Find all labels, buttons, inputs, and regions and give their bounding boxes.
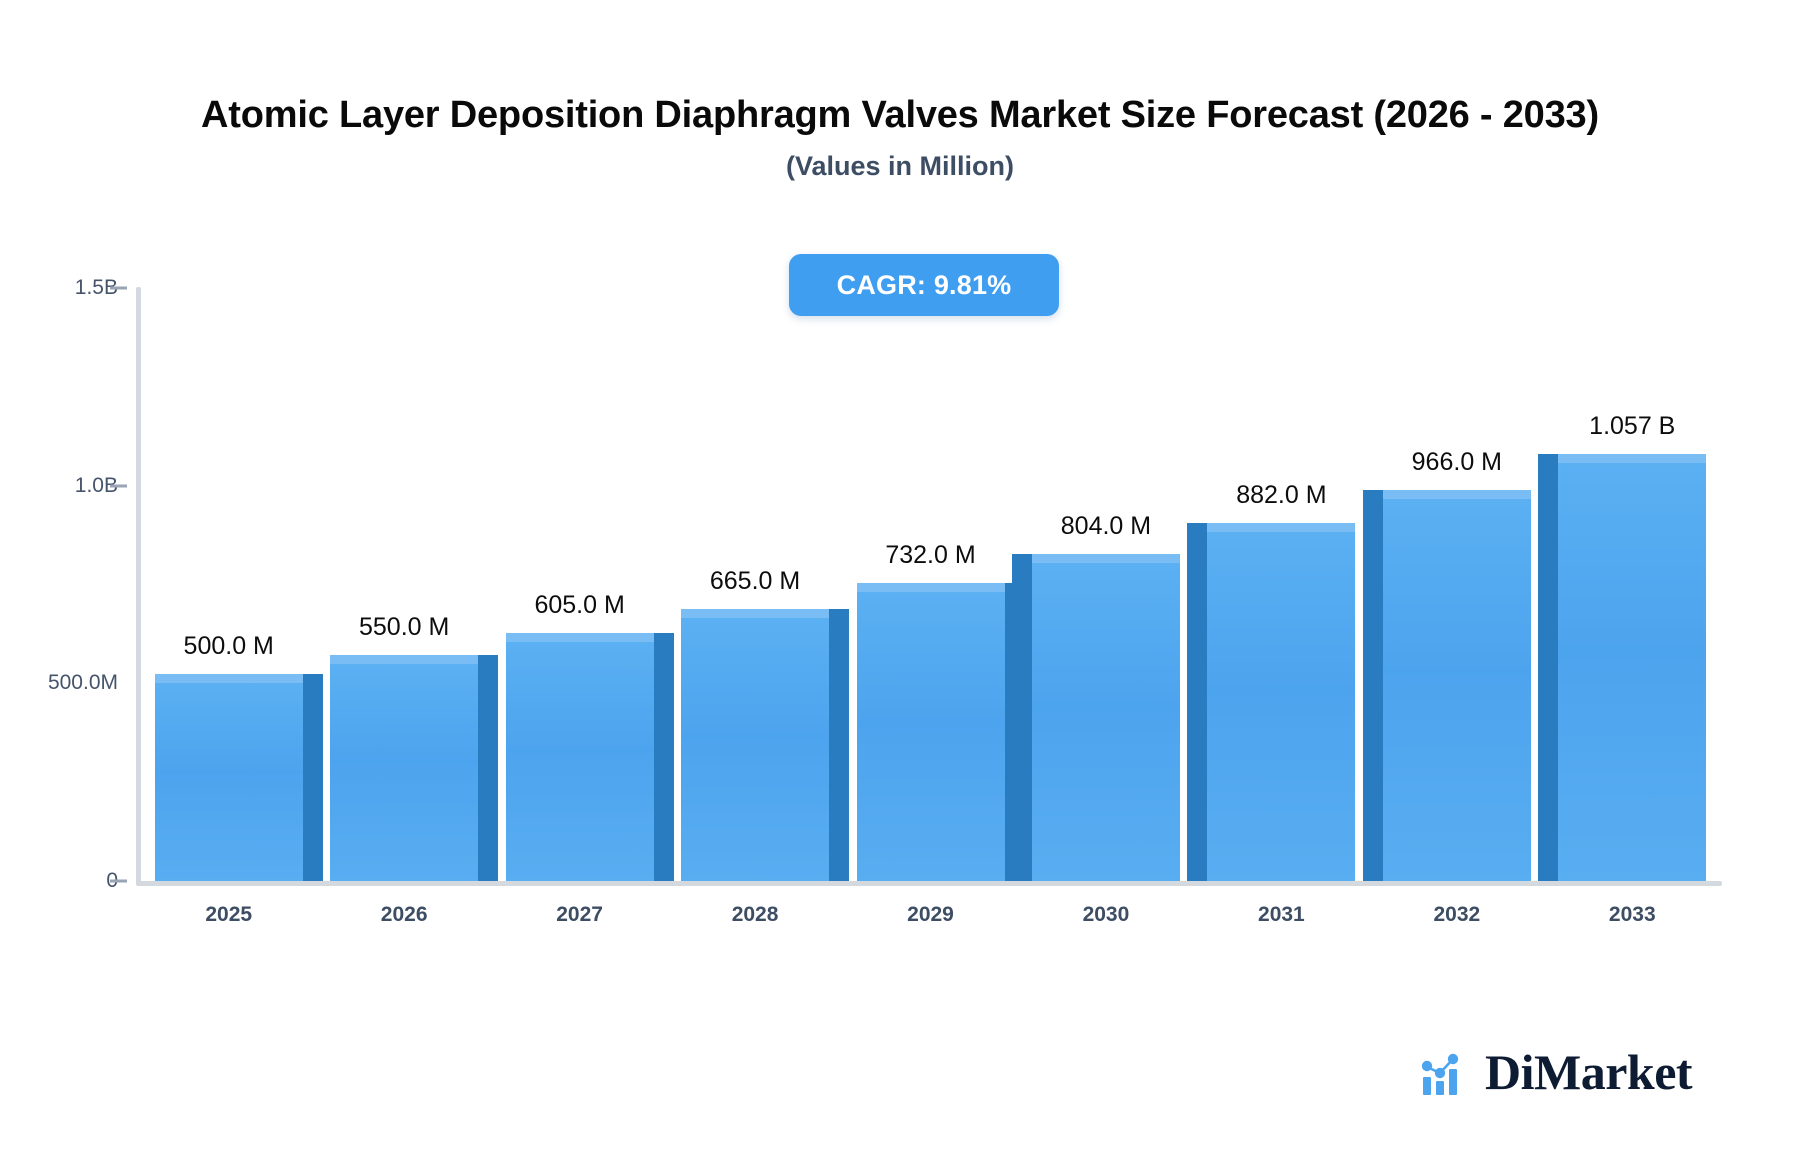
bar-value-label: 966.0 M bbox=[1411, 448, 1502, 477]
bar-value-label: 1.057 B bbox=[1589, 412, 1676, 441]
bar-front-face bbox=[505, 641, 654, 881]
x-axis-tick-label: 2029 bbox=[907, 903, 954, 926]
bar-front-face bbox=[330, 663, 479, 881]
bar-top-face bbox=[1207, 523, 1356, 533]
bar-front-face bbox=[1031, 563, 1180, 881]
y-axis-tick-label: 1.5B bbox=[74, 276, 118, 299]
bar-side-face bbox=[478, 654, 499, 881]
page-title: Atomic Layer Deposition Diaphragm Valves… bbox=[201, 94, 1599, 136]
y-axis-tick-mark bbox=[110, 879, 127, 883]
bar-value-label: 550.0 M bbox=[358, 612, 450, 641]
x-axis-tick-label: 2025 bbox=[205, 903, 253, 926]
bar-side-face bbox=[1187, 523, 1208, 881]
bar-side-face bbox=[1362, 490, 1383, 881]
bar-side-face bbox=[653, 632, 674, 881]
chart-subtitle: (Values in Million) bbox=[785, 151, 1015, 181]
x-axis-tick-label: 2032 bbox=[1433, 903, 1481, 926]
bar-top-face bbox=[681, 609, 830, 619]
bar-top-face bbox=[505, 632, 654, 642]
bar-top-face bbox=[1031, 554, 1180, 564]
bar-front-face bbox=[1558, 463, 1707, 881]
bar-value-label: 605.0 M bbox=[534, 590, 625, 619]
y-axis-tick-mark bbox=[110, 484, 127, 488]
bar-front-face bbox=[1382, 499, 1531, 881]
y-axis-line bbox=[136, 287, 141, 884]
x-axis-tick-label: 2026 bbox=[380, 903, 428, 926]
bar-value-label: 732.0 M bbox=[885, 540, 976, 569]
bar-side-face bbox=[1538, 454, 1559, 881]
title-block: Atomic Layer Deposition Diaphragm Valves… bbox=[0, 96, 1800, 180]
bar-side-face bbox=[302, 674, 323, 881]
logo-text: DiMarket bbox=[1485, 1044, 1693, 1100]
bar-front-face bbox=[681, 618, 830, 881]
x-axis-tick-label: 2030 bbox=[1082, 903, 1130, 926]
cagr-badge: CAGR: 9.81% bbox=[789, 254, 1059, 316]
bar-value-label: 804.0 M bbox=[1060, 512, 1152, 541]
bar-top-face bbox=[1382, 490, 1531, 500]
bar-top-face bbox=[330, 654, 479, 664]
y-axis-tick-label: 500.0M bbox=[47, 671, 118, 695]
bar-side-face bbox=[1011, 554, 1032, 881]
bar-value-label: 665.0 M bbox=[709, 567, 801, 596]
bar-front-face bbox=[154, 683, 303, 881]
y-axis-tick-label: 1.0B bbox=[74, 473, 118, 497]
x-axis-tick-label: 2028 bbox=[731, 903, 779, 926]
bar-side-face bbox=[829, 609, 850, 881]
x-axis-tick-label: 2031 bbox=[1258, 903, 1305, 926]
bar-top-face bbox=[856, 582, 1005, 592]
x-axis-line bbox=[136, 881, 1722, 886]
bar-value-label: 500.0 M bbox=[183, 632, 274, 661]
bar-front-face bbox=[1207, 532, 1356, 881]
bar-top-face bbox=[1558, 454, 1707, 464]
bar-chart-dots-icon bbox=[1421, 1053, 1459, 1095]
dimarket-logo: DiMarket bbox=[1420, 1042, 1693, 1102]
bar-top-face bbox=[154, 674, 303, 684]
x-axis-tick-label: 2033 bbox=[1608, 903, 1656, 926]
cagr-badge-label: CAGR: 9.81% bbox=[836, 269, 1012, 300]
bar-front-face bbox=[856, 591, 1005, 881]
x-axis-tick-label: 2027 bbox=[556, 903, 603, 926]
y-axis-tick-mark bbox=[110, 286, 127, 290]
bar-value-label: 882.0 M bbox=[1236, 481, 1327, 510]
